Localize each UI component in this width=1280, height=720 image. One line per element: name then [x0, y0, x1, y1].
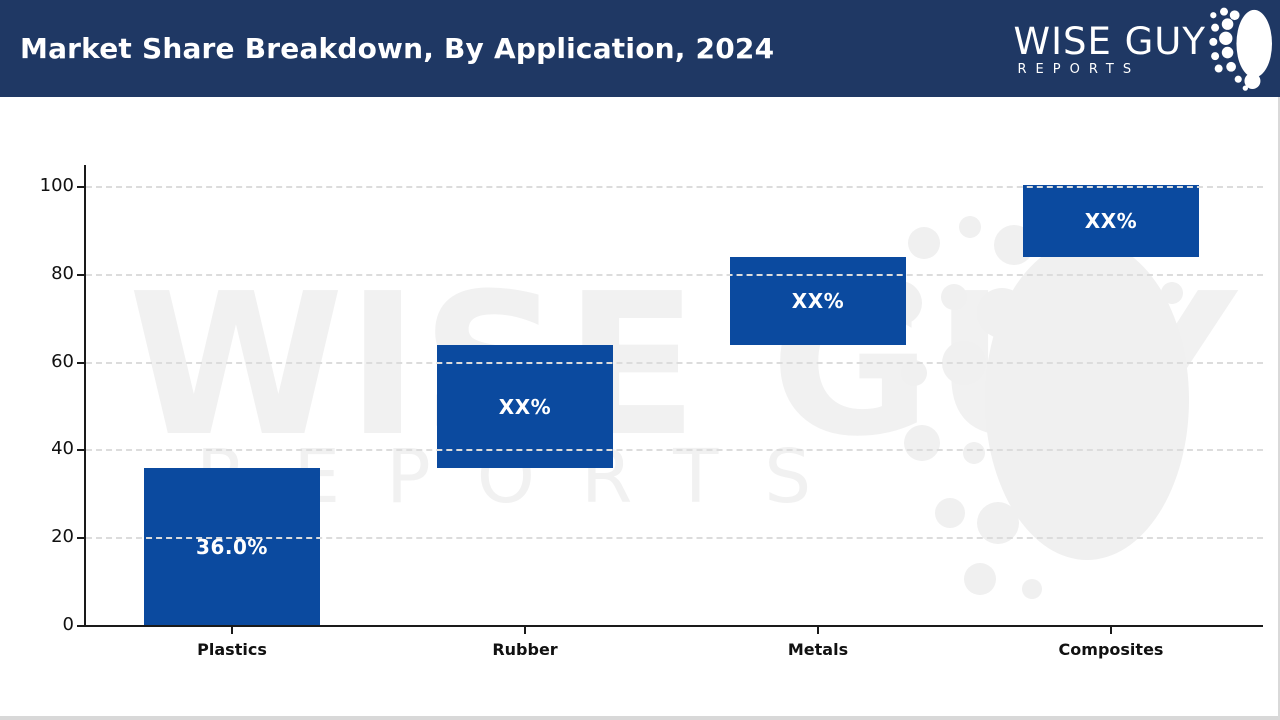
- category-label-metals: Metals: [787, 640, 849, 659]
- x-tick-mark-rubber: [524, 627, 526, 634]
- y-tick-label-20: 20: [51, 526, 74, 547]
- bar-value-label: XX%: [1084, 209, 1138, 233]
- x-tick-mark-plastics: [231, 627, 233, 634]
- y-tick-label-60: 60: [51, 351, 74, 372]
- y-tick-mark-0: [77, 625, 85, 627]
- bar-metals: XX%: [730, 257, 906, 345]
- x-tick-mark-composites: [1110, 627, 1112, 634]
- y-tick-mark-20: [77, 537, 85, 539]
- right-edge-strip: [1278, 97, 1280, 720]
- x-tick-mark-metals: [817, 627, 819, 634]
- logo-wordmark: WISE GUY: [1013, 19, 1206, 63]
- gridline-40: [86, 449, 1263, 451]
- watermark-head-graphic: [878, 210, 1189, 599]
- gridline-80: [86, 274, 1263, 276]
- y-tick-mark-60: [77, 362, 85, 364]
- bottom-edge-strip: [0, 716, 1280, 720]
- category-label-composites: Composites: [1058, 640, 1164, 659]
- bar-value-label: 36.0%: [196, 535, 268, 559]
- x-axis: [84, 625, 1263, 627]
- page-title: Market Share Breakdown, By Application, …: [20, 32, 775, 65]
- bar-plastics: 36.0%: [144, 468, 320, 626]
- gridline-100: [86, 186, 1263, 188]
- logo-head-icon: [1209, 7, 1272, 91]
- bar-value-label: XX%: [791, 289, 845, 313]
- header-bar: Market Share Breakdown, By Application, …: [0, 0, 1280, 97]
- y-tick-mark-100: [77, 186, 85, 188]
- bar-composites: XX%: [1023, 185, 1199, 257]
- gridline-20: [86, 537, 1263, 539]
- y-tick-label-80: 80: [51, 263, 74, 284]
- y-tick-mark-40: [77, 449, 85, 451]
- y-tick-mark-80: [77, 274, 85, 276]
- y-axis: [84, 165, 86, 626]
- logo-text: WISE GUY REPORTS: [1013, 19, 1206, 78]
- category-label-rubber: Rubber: [492, 640, 558, 659]
- y-tick-label-40: 40: [51, 438, 74, 459]
- logo-subtitle: REPORTS: [1017, 62, 1141, 78]
- wiseguy-logo: WISE GUY REPORTS: [1014, 6, 1272, 92]
- gridline-60: [86, 362, 1263, 364]
- bar-rubber: XX%: [437, 345, 613, 468]
- y-tick-label-100: 100: [39, 175, 74, 196]
- y-tick-label-0: 0: [62, 614, 74, 635]
- category-label-plastics: Plastics: [197, 640, 267, 659]
- bar-value-label: XX%: [498, 394, 552, 419]
